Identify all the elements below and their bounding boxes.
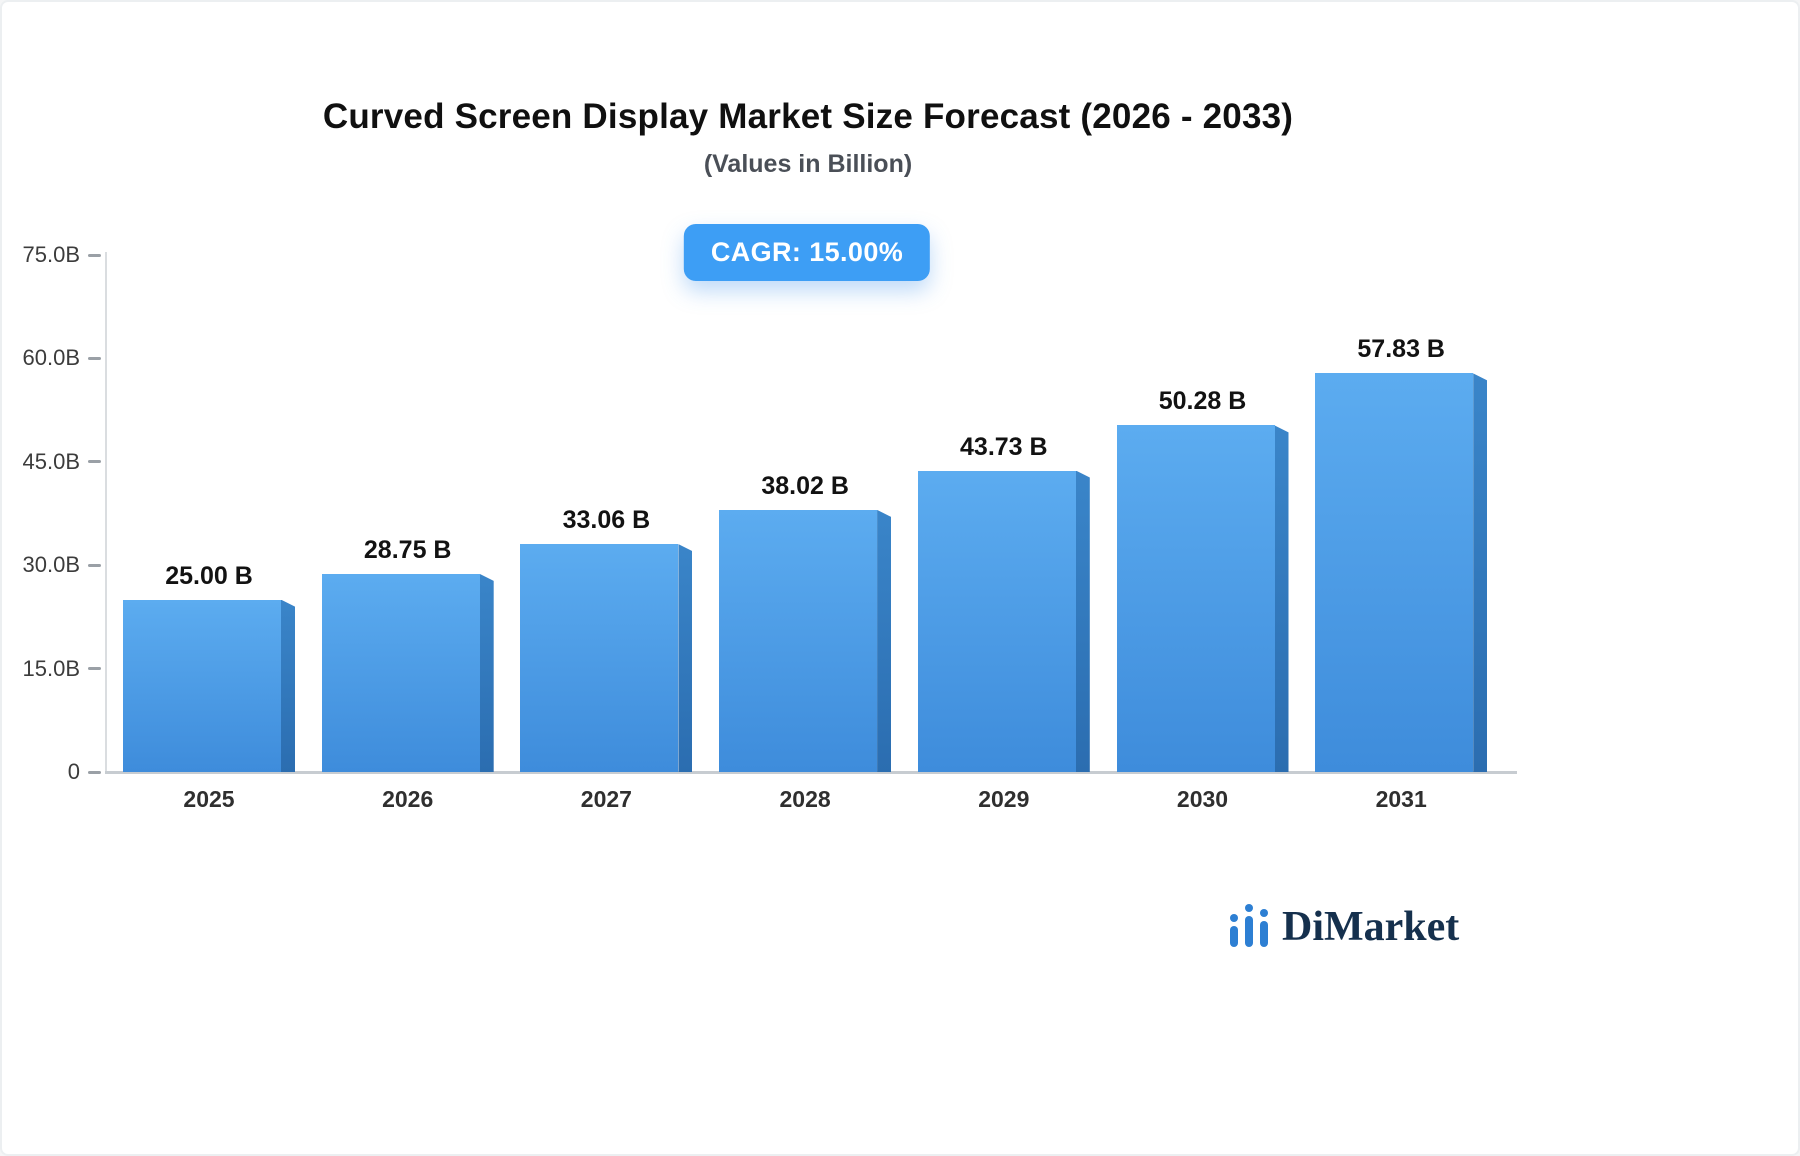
bar-chart-icon	[1228, 900, 1272, 953]
bar	[719, 509, 878, 772]
chart-subtitle: (Values in Billion)	[703, 150, 913, 178]
y-axis-tick	[88, 460, 101, 464]
x-axis-line	[105, 771, 1517, 774]
y-axis-tick	[88, 356, 101, 360]
x-axis-label: 2030	[1176, 786, 1229, 812]
bar-value-label: 33.06 B	[562, 506, 651, 535]
bar-value-label: 43.73 B	[960, 432, 1048, 461]
y-axis-tick	[88, 253, 101, 257]
bar-value-label: 38.02 B	[761, 471, 849, 500]
bar-value-label: 50.28 B	[1158, 387, 1247, 416]
bar-value-label: 57.83 B	[1357, 335, 1445, 364]
x-axis-label: 2031	[1375, 786, 1427, 812]
bar-value-label: 28.75 B	[363, 535, 452, 564]
bar-side-face	[1473, 373, 1488, 772]
y-axis-label: 15.0B	[22, 655, 81, 681]
y-axis-label: 75.0B	[22, 242, 81, 267]
bar-value-label: 25.00 B	[165, 561, 253, 590]
bar	[321, 573, 480, 772]
y-axis-line	[105, 252, 107, 773]
bar-side-face	[281, 599, 295, 772]
x-axis-label: 2028	[779, 786, 831, 812]
x-axis-label: 2027	[580, 786, 632, 812]
bar	[1315, 373, 1474, 772]
bar	[1116, 425, 1275, 772]
y-axis-tick	[88, 770, 101, 774]
chart-title: Curved Screen Display Market Size Foreca…	[322, 97, 1294, 136]
bar-side-face	[877, 509, 892, 772]
cagr-badge: CAGR: 15.00%	[683, 224, 931, 281]
y-axis-label: 60.0B	[22, 345, 81, 371]
y-axis-tick	[88, 667, 101, 671]
y-axis-tick	[88, 563, 101, 567]
bar-side-face	[1274, 425, 1289, 772]
x-axis-label: 2025	[183, 786, 235, 812]
bar-side-face	[678, 544, 693, 772]
bar	[123, 599, 281, 772]
brand-name: DiMarket	[1282, 903, 1460, 950]
x-axis-label: 2026	[382, 786, 434, 812]
bar-side-face	[1075, 470, 1090, 772]
bar-side-face	[479, 573, 494, 772]
y-axis-label: 45.0B	[22, 448, 81, 474]
bar	[917, 470, 1076, 772]
bar	[520, 544, 679, 772]
x-axis-label: 2029	[978, 786, 1030, 812]
y-axis-label: 0	[67, 759, 80, 784]
brand-logo: DiMarket	[1228, 900, 1459, 953]
y-axis-label: 30.0B	[22, 552, 81, 578]
